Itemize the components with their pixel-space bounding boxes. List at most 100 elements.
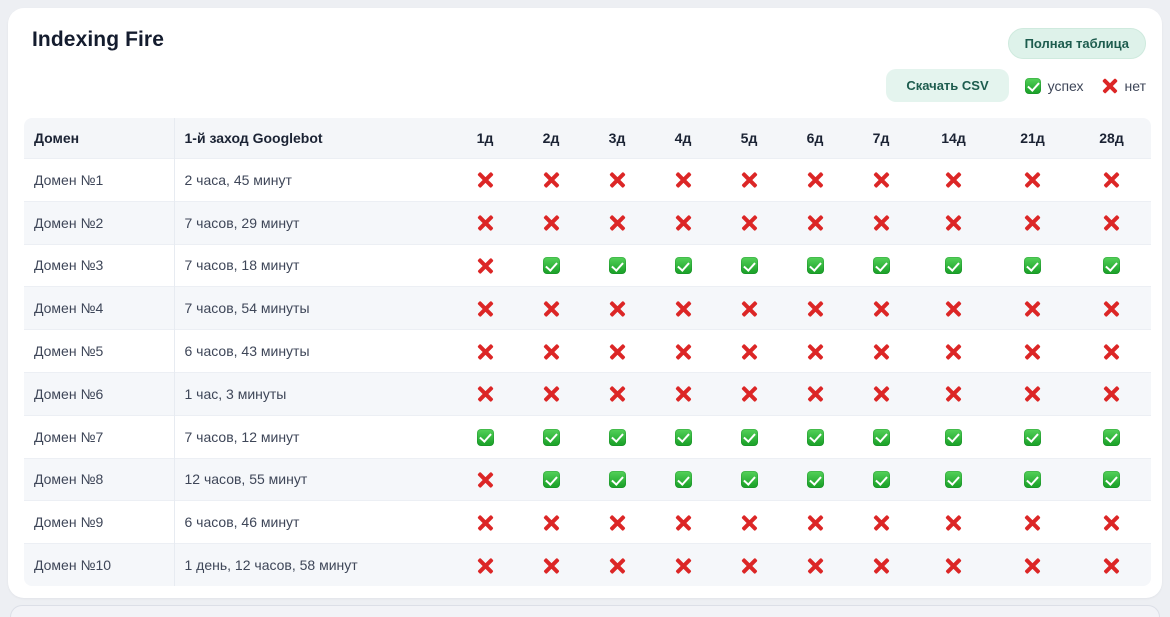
success-check-icon	[1024, 428, 1041, 446]
column-header-first-visit: 1-й заход Googlebot	[174, 118, 452, 159]
first-visit-cell: 1 час, 3 минуты	[174, 371, 452, 416]
success-check-icon	[674, 471, 692, 489]
success-check-icon	[872, 257, 890, 275]
first-visit-cell: 7 часов, 29 минут	[174, 200, 452, 245]
fail-x-icon	[807, 514, 824, 531]
full-table-button[interactable]: Полная таблица	[1007, 28, 1146, 59]
day-column-header: 14д	[914, 118, 993, 159]
success-check-icon	[476, 428, 494, 446]
first-visit-cell: 7 часов, 12 минут	[174, 414, 452, 459]
fail-x-icon	[1024, 386, 1041, 403]
table-row: Домен №1 2 часа, 45 минут	[24, 158, 1151, 202]
success-check-icon	[1024, 471, 1041, 489]
fail-x-icon	[543, 300, 560, 317]
result-cell	[848, 371, 914, 416]
fail-x-icon	[675, 215, 692, 232]
result-cell	[650, 329, 716, 373]
result-cell	[1072, 243, 1151, 287]
result-cell	[914, 158, 993, 202]
result-cell	[518, 457, 584, 501]
legend-success-label: успех	[1047, 77, 1084, 94]
day-column-header: 4д	[650, 118, 716, 159]
day-column-header: 28д	[1072, 118, 1151, 159]
success-check-icon	[608, 257, 626, 275]
first-visit-cell: 2 часа, 45 минут	[174, 158, 452, 202]
indexing-table: Домен 1-й заход Googlebot 1д 2д 3д 4д 5д 6д 7д…	[24, 118, 1151, 586]
first-visit-cell: 6 часов, 43 минуты	[174, 329, 452, 373]
result-cell	[782, 158, 848, 202]
card-header: Indexing Fire Полная таблица	[8, 24, 1162, 61]
result-cell	[848, 286, 914, 330]
table-body: Домен №1 2 часа, 45 минут Домен №2 7 часов,…	[24, 158, 1151, 586]
fail-x-icon	[807, 386, 824, 403]
day-column-header: 3д	[584, 118, 650, 159]
result-cell	[716, 414, 782, 459]
fail-x-icon	[741, 514, 758, 531]
result-cell	[584, 457, 650, 501]
result-cell	[782, 286, 848, 330]
fail-x-icon	[609, 557, 626, 574]
fail-x-icon	[741, 172, 758, 189]
result-cell	[848, 457, 914, 501]
result-cell	[518, 371, 584, 416]
fail-x-icon	[1103, 172, 1120, 189]
legend: успех нет	[1024, 77, 1146, 94]
result-cell	[584, 329, 650, 373]
success-check-icon	[740, 257, 758, 275]
fail-x-icon	[741, 386, 758, 403]
result-cell	[584, 500, 650, 544]
result-cell	[584, 371, 650, 416]
fail-x-icon	[609, 343, 626, 360]
day-column-header: 1д	[452, 118, 518, 159]
day-column-header: 7д	[848, 118, 914, 159]
success-check-icon	[1024, 257, 1041, 275]
domain-cell: Домен №9	[24, 500, 175, 544]
result-cell	[993, 158, 1072, 202]
result-cell	[716, 543, 782, 586]
success-check-icon	[542, 471, 560, 489]
table-header-row: Домен 1-й заход Googlebot 1д 2д 3д 4д 5д 6д 7д…	[24, 118, 1151, 159]
result-cell	[518, 414, 584, 459]
result-cell	[914, 286, 993, 330]
result-cell	[848, 243, 914, 287]
fail-x-icon	[477, 471, 494, 488]
result-cell	[518, 243, 584, 287]
fail-x-icon	[807, 215, 824, 232]
result-cell	[1072, 457, 1151, 501]
fail-x-icon	[675, 172, 692, 189]
table-row: Домен №8 12 часов, 55 минут	[24, 457, 1151, 501]
day-column-header: 21д	[993, 118, 1072, 159]
fail-x-icon	[477, 343, 494, 360]
result-cell	[914, 457, 993, 501]
result-cell	[782, 243, 848, 287]
result-cell	[914, 500, 993, 544]
legend-fail-label: нет	[1124, 77, 1146, 94]
result-cell	[584, 414, 650, 459]
result-cell	[584, 543, 650, 586]
result-cell	[584, 200, 650, 245]
fail-x-icon	[675, 300, 692, 317]
day-column-header: 2д	[518, 118, 584, 159]
result-cell	[1072, 500, 1151, 544]
fail-x-icon	[873, 514, 890, 531]
result-cell	[650, 414, 716, 459]
success-check-icon	[542, 428, 560, 446]
result-cell	[716, 286, 782, 330]
fail-x-icon	[807, 300, 824, 317]
result-cell	[452, 371, 518, 416]
result-cell	[1072, 158, 1151, 202]
download-csv-button[interactable]: Скачать CSV	[886, 69, 1009, 102]
result-cell	[518, 286, 584, 330]
fail-x-icon	[543, 343, 560, 360]
fail-x-icon	[873, 172, 890, 189]
page-title: Indexing Fire	[32, 28, 164, 51]
result-cell	[993, 329, 1072, 373]
success-check-icon	[674, 257, 692, 275]
result-cell	[650, 286, 716, 330]
fail-x-icon	[477, 215, 494, 232]
domain-cell: Домен №8	[24, 457, 175, 501]
result-cell	[782, 200, 848, 245]
table-row: Домен №3 7 часов, 18 минут	[24, 243, 1151, 287]
fail-x-icon	[1024, 557, 1041, 574]
result-cell	[452, 329, 518, 373]
